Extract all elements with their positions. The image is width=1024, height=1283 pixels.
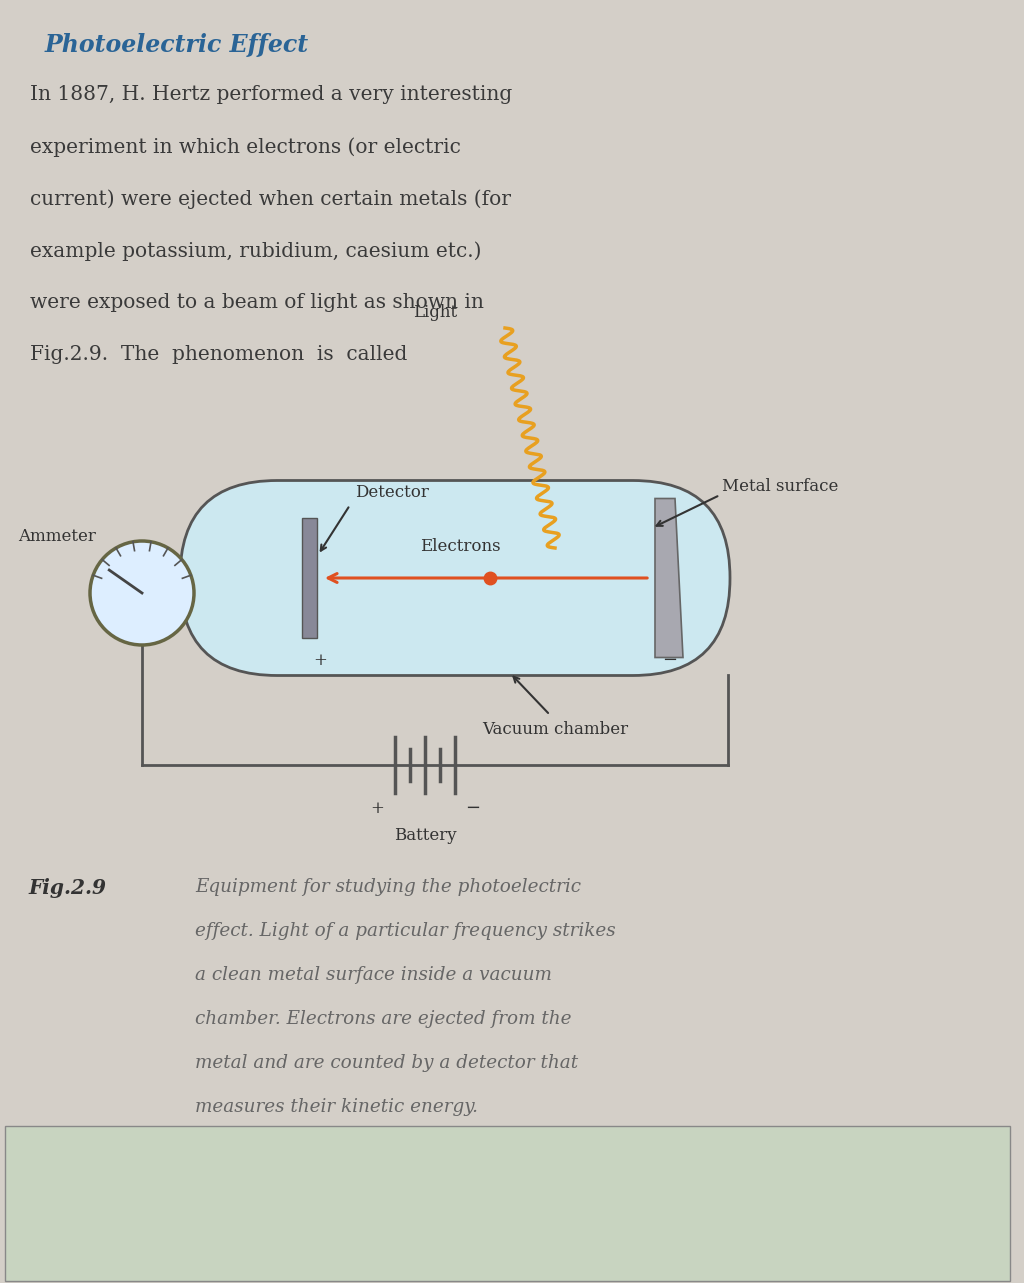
Text: Metal surface: Metal surface bbox=[722, 479, 839, 495]
Text: Fig.2.9.  The  phenomenon  is  called: Fig.2.9. The phenomenon is called bbox=[30, 345, 408, 364]
Text: measures their kinetic energy.: measures their kinetic energy. bbox=[195, 1098, 478, 1116]
Text: effect. Light of a particular frequency strikes: effect. Light of a particular frequency … bbox=[195, 922, 615, 940]
Circle shape bbox=[90, 541, 194, 645]
Text: chamber. Electrons are ejected from the: chamber. Electrons are ejected from the bbox=[195, 1010, 571, 1028]
Text: Ammeter: Ammeter bbox=[18, 529, 96, 545]
Text: Electrons: Electrons bbox=[420, 538, 501, 556]
Text: current) were ejected when certain metals (for: current) were ejected when certain metal… bbox=[30, 189, 511, 209]
Text: +: + bbox=[313, 652, 327, 668]
Text: +: + bbox=[370, 801, 384, 817]
Text: Vacuum chamber: Vacuum chamber bbox=[482, 721, 628, 738]
Text: −: − bbox=[466, 799, 480, 817]
Text: −: − bbox=[663, 650, 678, 668]
Text: In 1887, H. Hertz performed a very interesting: In 1887, H. Hertz performed a very inter… bbox=[30, 85, 512, 104]
Text: Detector: Detector bbox=[355, 484, 429, 500]
Text: example potassium, rubidium, caesium etc.): example potassium, rubidium, caesium etc… bbox=[30, 241, 481, 260]
Text: Battery: Battery bbox=[393, 828, 457, 844]
Text: Photoelectric Effect: Photoelectric Effect bbox=[45, 33, 309, 56]
Text: Equipment for studying the photoelectric: Equipment for studying the photoelectric bbox=[195, 878, 581, 896]
Text: metal and are counted by a detector that: metal and are counted by a detector that bbox=[195, 1055, 579, 1073]
Polygon shape bbox=[655, 499, 683, 657]
FancyBboxPatch shape bbox=[5, 1126, 1010, 1280]
Text: Light: Light bbox=[413, 304, 457, 321]
FancyBboxPatch shape bbox=[180, 481, 730, 676]
Text: Fig.2.9: Fig.2.9 bbox=[28, 878, 106, 898]
Polygon shape bbox=[302, 518, 317, 638]
Text: experiment in which electrons (or electric: experiment in which electrons (or electr… bbox=[30, 137, 461, 157]
Text: were exposed to a beam of light as shown in: were exposed to a beam of light as shown… bbox=[30, 293, 484, 312]
Text: a clean metal surface inside a vacuum: a clean metal surface inside a vacuum bbox=[195, 966, 552, 984]
